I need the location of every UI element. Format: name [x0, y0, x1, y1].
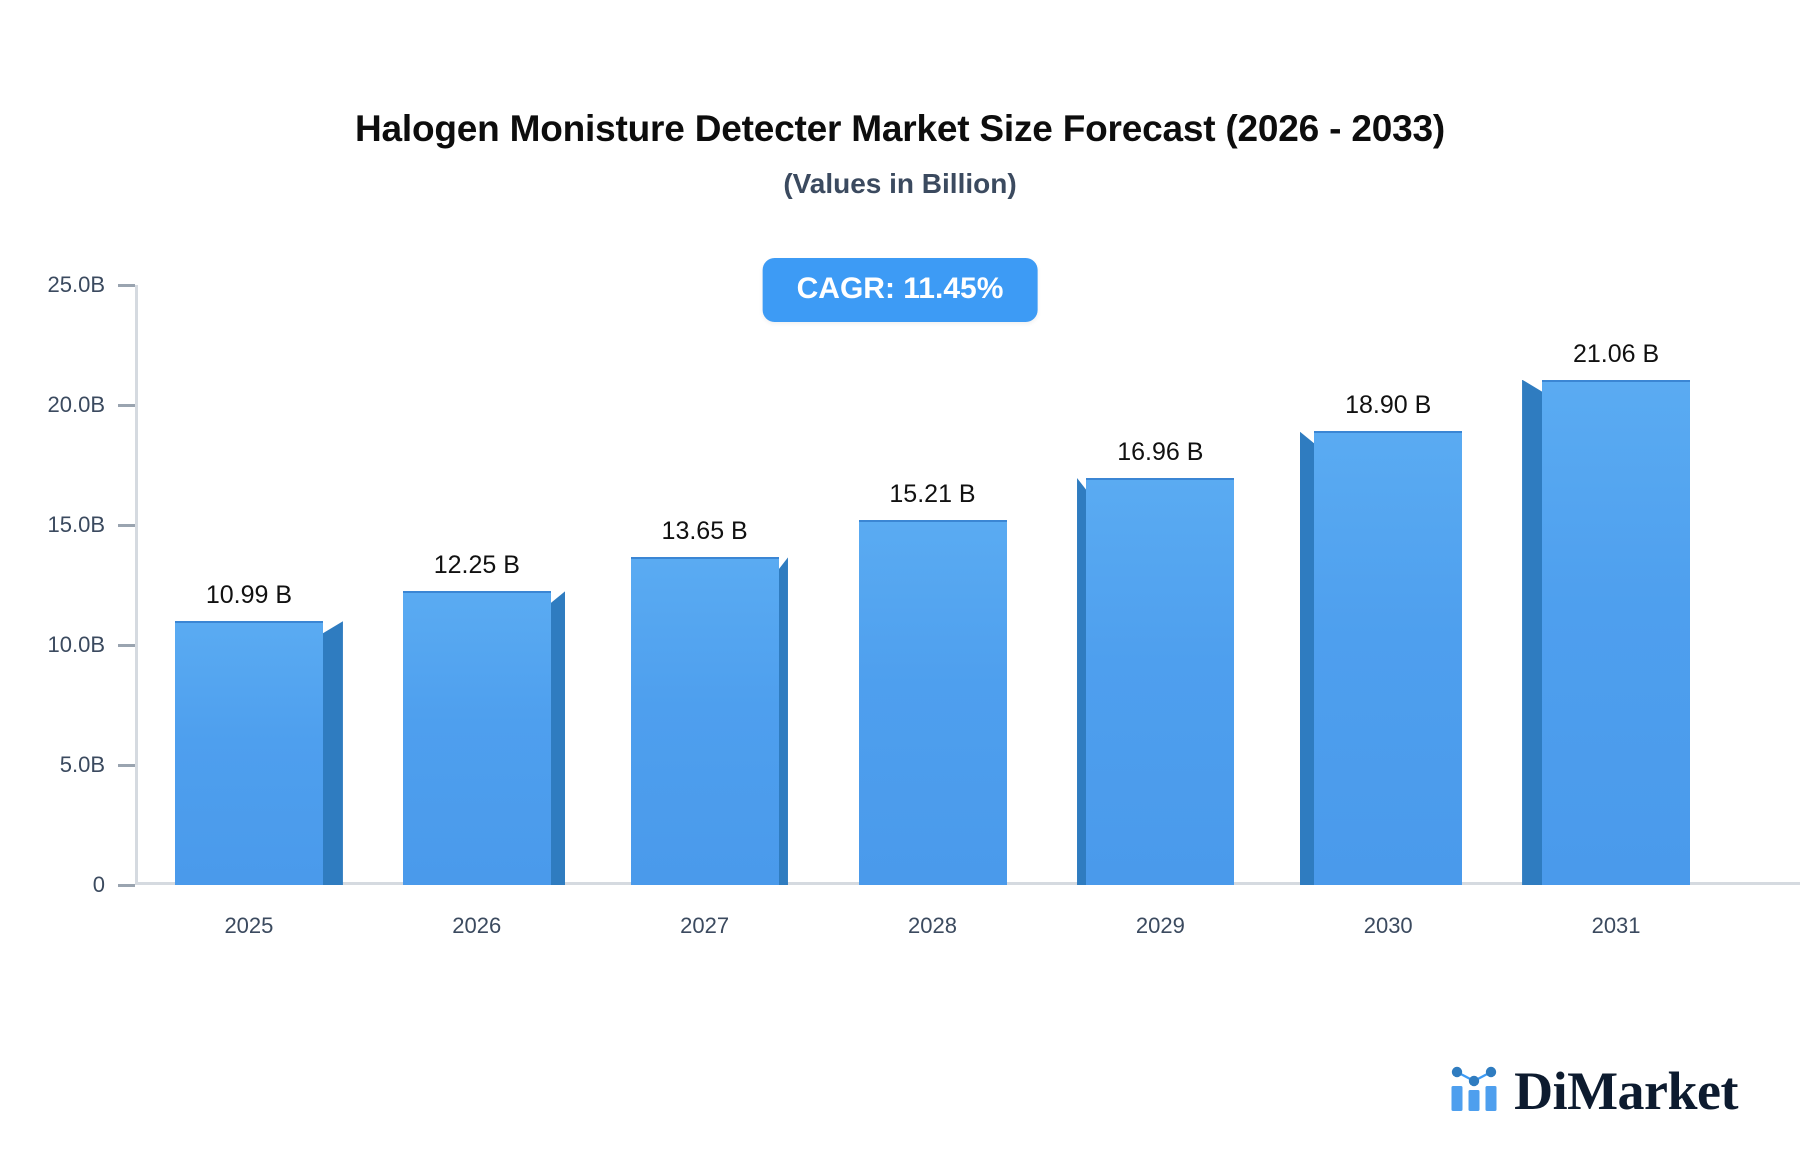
bar-front-face [174, 621, 323, 885]
bar-front-face [1542, 379, 1691, 885]
bar-column[interactable]: 12.25 B [402, 551, 566, 885]
chart-subtitle: (Values in Billion) [783, 168, 1017, 199]
bar-side-face [1299, 431, 1315, 885]
y-axis-tick-dash [118, 283, 135, 287]
bar[interactable]: 16.96 B [1077, 438, 1235, 885]
bar[interactable]: 15.21 B [858, 480, 1007, 885]
x-axis-label: 2030 [1363, 913, 1413, 938]
bar[interactable]: 18.90 B [1299, 391, 1463, 885]
bar-chart-logo-icon [1448, 1063, 1500, 1118]
bar-front-face [630, 557, 779, 885]
bar-value-label: 13.65 B [661, 517, 748, 546]
x-axis-label: 2026 [452, 913, 502, 938]
y-axis-tick-label: 15.0B [47, 512, 106, 537]
y-axis-tick: 25.0B [19, 272, 135, 298]
y-axis-tick: 10.0B [19, 632, 135, 658]
bar-value-label: 15.21 B [889, 479, 976, 508]
bar-side-face [778, 557, 788, 885]
y-axis-tick-dash [118, 763, 135, 767]
bar-series: 10.99 B 12.25 B 13.65 B 15.21 B 16.96 B 18.90… [135, 285, 1730, 885]
bar-column[interactable]: 15.21 B [858, 480, 1007, 885]
bar[interactable]: 10.99 B [174, 581, 343, 885]
bar-column[interactable]: 10.99 B [174, 581, 343, 885]
x-axis-label: 2027 [680, 913, 730, 938]
bar-column[interactable]: 16.96 B [1077, 438, 1235, 885]
cagr-badge: CAGR: 11.45% [762, 258, 1038, 322]
y-axis-tick-label: 10.0B [47, 632, 106, 657]
x-axis-label: 2029 [1135, 913, 1185, 938]
bar-column[interactable]: 21.06 B [1522, 340, 1691, 885]
bar-front-face [1086, 477, 1235, 885]
bar-value-label: 12.25 B [433, 551, 520, 579]
bar-value-label: 16.96 B [1117, 437, 1204, 466]
logo-wordmark: DiMarket [1514, 1060, 1738, 1121]
bar[interactable]: 12.25 B [402, 551, 566, 885]
y-axis-tick-dash [118, 523, 135, 527]
bar-column[interactable]: 18.90 B [1299, 391, 1463, 885]
y-axis-tick: 5.0B [19, 752, 135, 778]
y-axis-tick-label: 5.0B [59, 752, 105, 777]
y-axis-tick-dash [118, 403, 135, 407]
dimarket-logo: DiMarket [1448, 1063, 1738, 1118]
chart-title: Halogen Monisture Detecter Market Size F… [355, 108, 1445, 149]
x-axis-label: 2031 [1591, 913, 1641, 938]
y-axis-tick-label: 20.0B [47, 392, 106, 417]
y-axis-tick-label: 0 [92, 872, 105, 897]
x-axis-label: 2028 [908, 913, 957, 938]
bar-value-label: 21.06 B [1572, 339, 1660, 368]
y-axis-tick-dash [118, 883, 135, 887]
bar-column[interactable]: 13.65 B [630, 517, 788, 885]
bar-front-face [858, 519, 1007, 885]
y-axis-line [135, 285, 138, 885]
bar-value-label: 18.90 B [1345, 391, 1432, 420]
bar-side-face [550, 591, 566, 885]
bar-front-face [1314, 431, 1463, 885]
y-axis-tick-dash [118, 643, 135, 647]
bar[interactable]: 13.65 B [630, 517, 788, 885]
y-axis-tick: 20.0B [19, 392, 135, 418]
bar-side-face [1077, 477, 1087, 885]
bar-value-label: 10.99 B [205, 581, 293, 610]
bar-front-face [402, 591, 551, 885]
plot-area: 10.99 B 12.25 B 13.65 B 15.21 B 16.96 B 18.90… [48, 272, 1800, 938]
y-axis-tick: 0 [19, 872, 135, 898]
bar[interactable]: 21.06 B [1522, 340, 1691, 885]
y-axis-tick: 15.0B [19, 512, 135, 538]
x-axis-label: 2025 [224, 913, 274, 938]
bar-side-face [1522, 379, 1543, 885]
bar-side-face [322, 621, 343, 885]
y-axis-tick-label: 25.0B [47, 272, 106, 297]
